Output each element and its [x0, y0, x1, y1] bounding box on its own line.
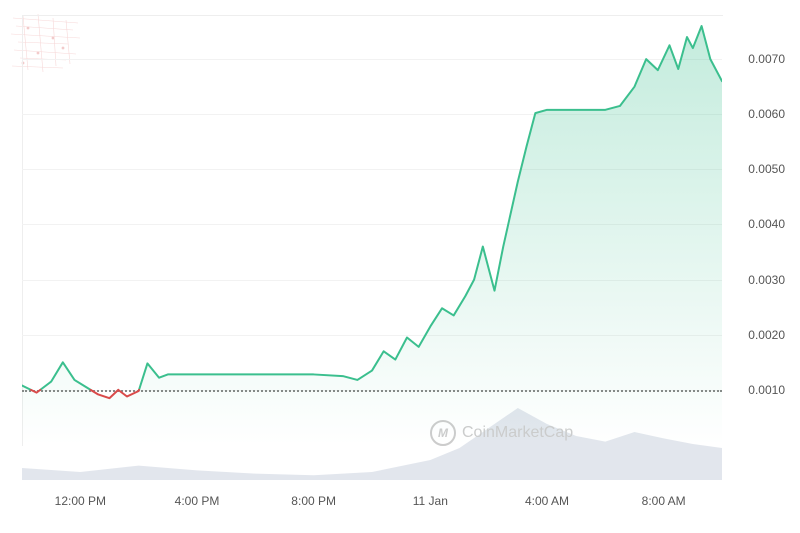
y-tick-label: 0.0060	[748, 107, 785, 121]
x-tick-label: 11 Jan	[413, 494, 448, 508]
x-tick-label: 8:00 PM	[291, 494, 336, 508]
x-tick-label: 8:00 AM	[642, 494, 686, 508]
y-tick-label: 0.0010	[748, 383, 785, 397]
x-tick-label: 12:00 PM	[55, 494, 106, 508]
y-tick-label: 0.0020	[748, 328, 785, 342]
price-area-fill	[22, 26, 722, 445]
price-chart: 0.0010 0.0020 0.0030 0.0040 0.0050 0.0060 0.00…	[0, 0, 800, 533]
x-tick-label: 4:00 AM	[525, 494, 569, 508]
y-tick-label: 0.0030	[748, 273, 785, 287]
y-tick-label: 0.0070	[748, 52, 785, 66]
y-tick-label: 0.0040	[748, 217, 785, 231]
price-line-chart[interactable]	[22, 15, 722, 445]
y-tick-label: 0.0050	[748, 162, 785, 176]
x-tick-label: 4:00 PM	[175, 494, 220, 508]
